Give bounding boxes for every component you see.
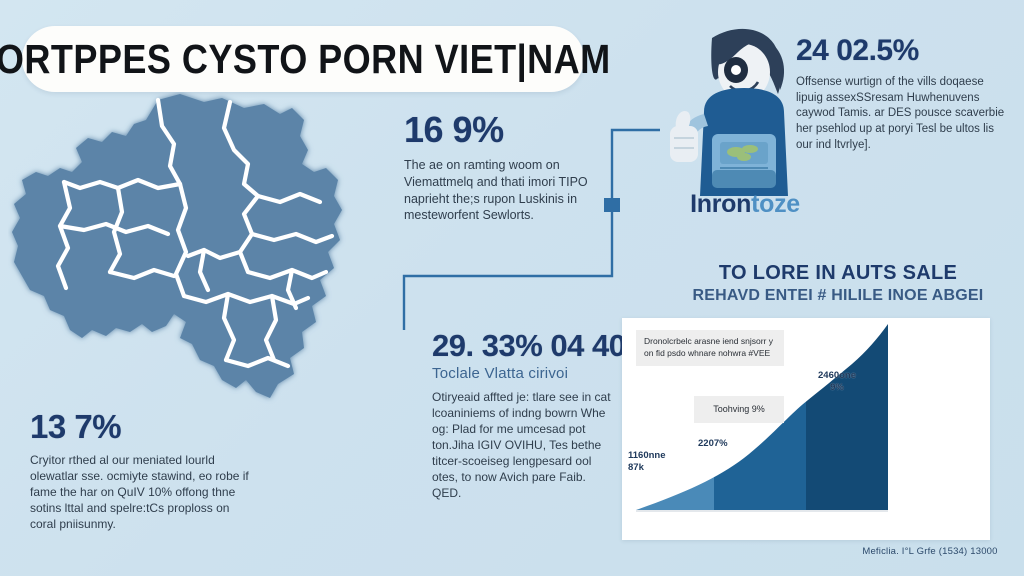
chart-point-label-c-line2: 9% bbox=[830, 382, 844, 394]
person-label-part-b: toze bbox=[751, 190, 800, 218]
chart-heading: TO LORE IN AUTS SALE REHAVD ENTEI # HILI… bbox=[660, 262, 1016, 305]
stat-body: Offsense wurtign of the vills doqaese li… bbox=[796, 76, 1005, 151]
stat-body: The ae on ramting woom on Viemattmelq an… bbox=[404, 158, 588, 223]
chart-mid-note: Toohving 9% bbox=[694, 396, 784, 423]
stat-block-13: 13 7% Cryitor rthed al our meniated lour… bbox=[30, 410, 256, 532]
growth-area-chart: Dronolcrbelc arasne iend snjsorr y on fi… bbox=[622, 318, 990, 540]
stat-body: Otiryeaid affted je: tlare see in cat lc… bbox=[432, 390, 611, 501]
chart-legend-note: Dronolcrbelc arasne iend snjsorr y on fi… bbox=[636, 330, 784, 366]
stat-number: 24 02.5% bbox=[796, 34, 919, 67]
stat-body: Cryitor rthed al our meniated lourld ole… bbox=[30, 453, 249, 532]
chart-heading-line1: TO LORE IN AUTS SALE bbox=[718, 262, 958, 284]
chart-point-label-b-line1: 2207% bbox=[698, 438, 728, 449]
chart-point-label-a: 1160nne 87k bbox=[628, 450, 666, 475]
page-title: ORTPPES CYSTO PORN VIET|NAM bbox=[0, 35, 611, 82]
person-label-part-a: Inron bbox=[690, 190, 752, 218]
title-pill: ORTPPES CYSTO PORN VIET|NAM bbox=[0, 26, 610, 92]
person-illustration bbox=[660, 28, 828, 238]
stat-number: 13 7% bbox=[30, 408, 122, 445]
chart-point-label-a-line2: 87k bbox=[628, 462, 644, 474]
chart-caption: Meficlia. I°L Grfe (1534) 13000 bbox=[862, 546, 998, 557]
stat-number: 29. 33% 04 40 bbox=[432, 328, 626, 363]
chart-point-label-c-line1: 2460one bbox=[818, 370, 857, 381]
stat-block-29: 29. 33% 04 40 Toclale Vlatta cirivoi Oti… bbox=[432, 328, 626, 502]
chart-point-label-c: 2460one 9% bbox=[818, 370, 856, 395]
stat-block-24: 24 02.5% Offsense wurtign of the vills d… bbox=[796, 36, 1010, 153]
vietnam-region-map bbox=[8, 92, 348, 432]
stat-subtitle: Toclale Vlatta cirivoi bbox=[432, 365, 569, 382]
stat-number: 16 9% bbox=[404, 109, 504, 150]
stat-block-16: 16 9% The ae on ramting woom on Viemattm… bbox=[404, 112, 594, 224]
chart-point-label-b: 2207% bbox=[698, 438, 728, 450]
person-label: Inrontoze bbox=[660, 190, 830, 219]
chart-point-label-a-line1: 1160nne bbox=[628, 450, 666, 461]
chart-heading-line2: REHAVD ENTEI # HILILE INOE ABGEI bbox=[692, 287, 984, 304]
